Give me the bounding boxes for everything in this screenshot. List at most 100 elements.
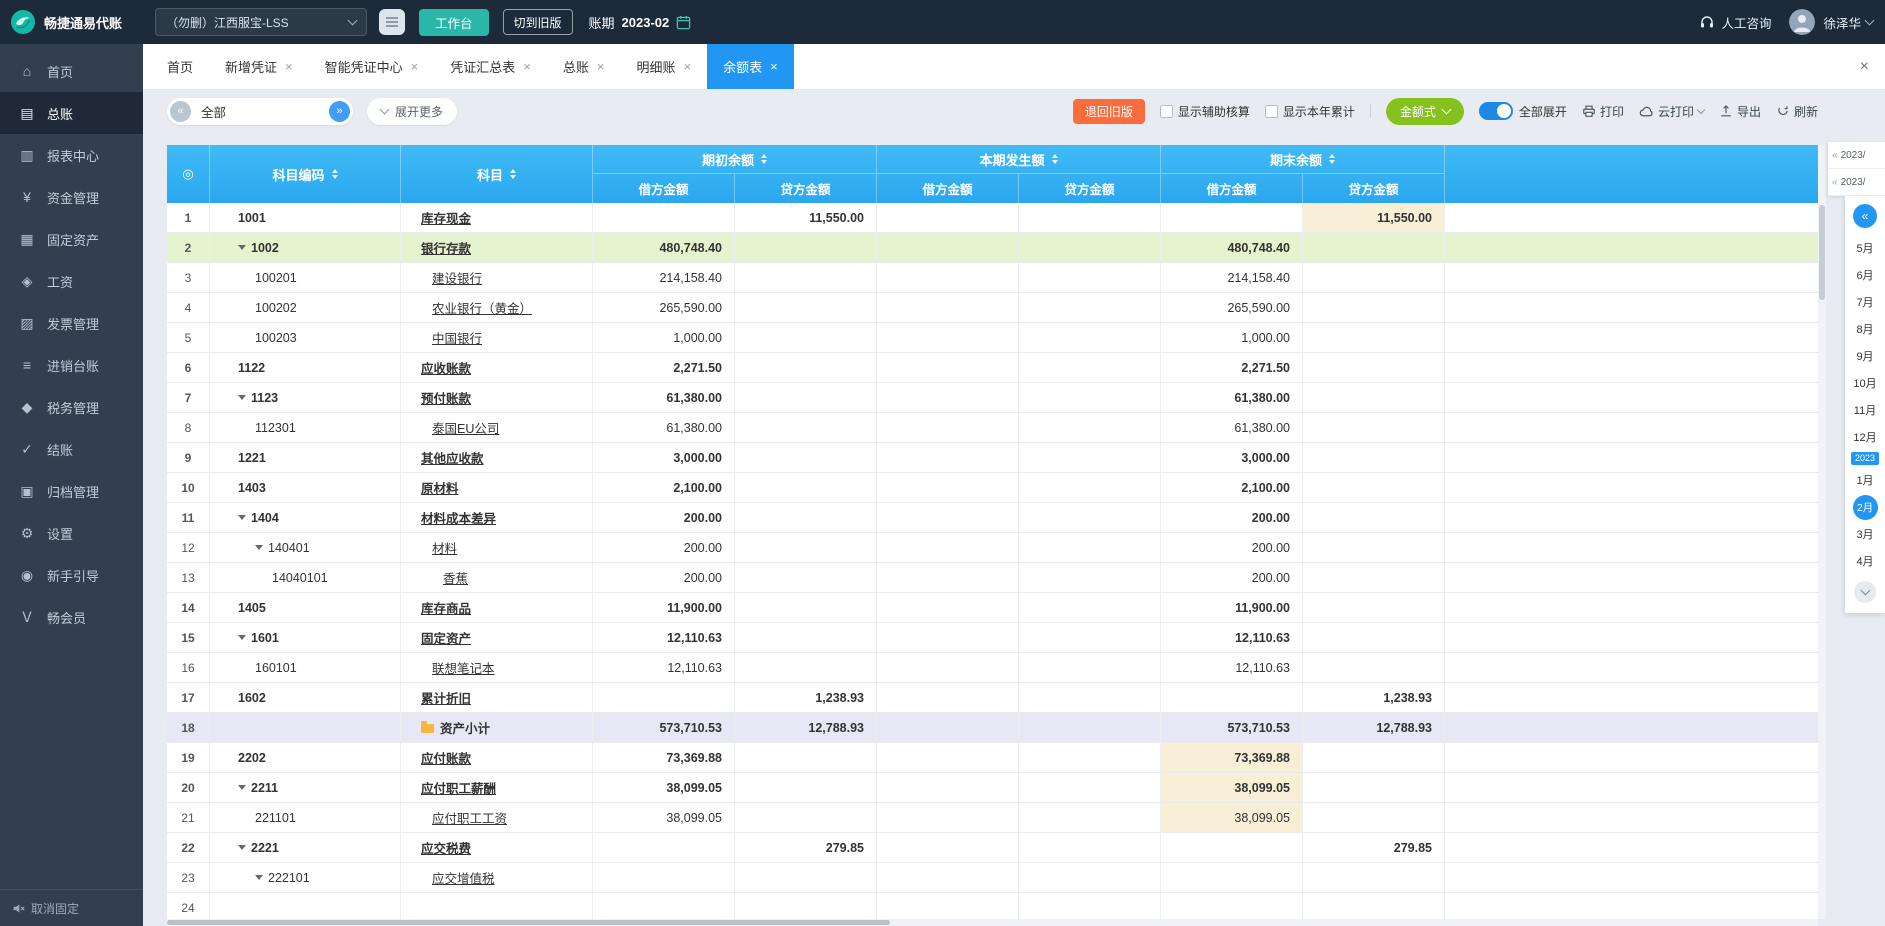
sidebar-item-发票管理[interactable]: ▨ 发票管理 xyxy=(0,302,143,344)
account-name-link[interactable]: 农业银行（黄金） xyxy=(432,302,533,316)
table-row[interactable]: 3 100201 建设银行 214,158.40 214,158.40 xyxy=(167,263,1818,293)
tab-close-icon[interactable]: × xyxy=(683,59,692,74)
tabbar-close-icon[interactable]: × xyxy=(1859,57,1869,75)
table-row[interactable]: 21 221101 应付职工工资 38,099.05 38,099.05 xyxy=(167,803,1818,833)
opening-credit-header[interactable]: 贷方金额 xyxy=(735,174,877,203)
table-row[interactable]: 4 100202 农业银行（黄金） 265,590.00 265,590.00 xyxy=(167,293,1818,323)
switch-old-version-button[interactable]: 切到旧版 xyxy=(502,9,573,35)
account-name-link[interactable]: 应收账款 xyxy=(421,362,472,376)
cloud-print-button[interactable]: 云打印 xyxy=(1639,103,1706,120)
sort-icon[interactable] xyxy=(761,154,767,164)
sidebar-item-进销台账[interactable]: ≡ 进销台账 xyxy=(0,344,143,386)
refresh-button[interactable]: 刷新 xyxy=(1776,103,1818,120)
expand-triangle-icon[interactable] xyxy=(238,395,246,400)
period-date-row[interactable]: «2023/ xyxy=(1828,169,1885,196)
sidebar-item-结账[interactable]: ✓ 结账 xyxy=(0,428,143,470)
account-name-link[interactable]: 银行存款 xyxy=(421,242,472,256)
current-debit-header[interactable]: 借方金额 xyxy=(877,174,1019,203)
tab-close-icon[interactable]: × xyxy=(410,59,419,74)
month-item-9月[interactable]: 9月 xyxy=(1845,342,1885,369)
opening-debit-header[interactable]: 借方金额 xyxy=(593,174,735,203)
account-name-link[interactable]: 固定资产 xyxy=(421,632,472,646)
table-row[interactable]: 23 222101 应交增值税 xyxy=(167,863,1818,893)
tab-智能凭证中心[interactable]: 智能凭证中心 × xyxy=(309,44,435,89)
export-button[interactable]: 导出 xyxy=(1719,103,1761,120)
toggle-switch[interactable] xyxy=(1478,102,1513,120)
back-to-old-button[interactable]: 退回旧版 xyxy=(1072,98,1145,124)
table-row[interactable]: 11 1404 材料成本差异 200.00 200.00 xyxy=(167,503,1818,533)
month-item-11月[interactable]: 11月 xyxy=(1845,396,1885,423)
table-row[interactable]: 5 100203 中国银行 1,000.00 1,000.00 xyxy=(167,323,1818,353)
amount-style-button[interactable]: 金额式 xyxy=(1385,97,1464,125)
show-aux-checkbox[interactable]: 显示辅助核算 xyxy=(1159,103,1250,120)
sort-icon[interactable] xyxy=(1051,154,1058,164)
account-name-link[interactable]: 应付职工薪酬 xyxy=(421,782,497,796)
sidebar-item-固定资产[interactable]: ▦ 固定资产 xyxy=(0,218,143,260)
month-item-2月[interactable]: 2月 xyxy=(1845,494,1885,521)
account-name-link[interactable]: 联想笔记本 xyxy=(432,662,495,676)
current-period-header[interactable]: 本期发生额 xyxy=(877,145,1161,174)
expand-triangle-icon[interactable] xyxy=(238,785,246,790)
sidebar-item-工资[interactable]: ◈ 工资 xyxy=(0,260,143,302)
expand-triangle-icon[interactable] xyxy=(238,845,246,850)
username[interactable]: 徐泽华 xyxy=(1823,16,1861,31)
month-item-3月[interactable]: 3月 xyxy=(1845,521,1885,548)
table-row[interactable]: 13 14040101 香蕉 200.00 200.00 xyxy=(167,563,1818,593)
expand-triangle-icon[interactable] xyxy=(238,515,246,520)
account-name-link[interactable]: 建设银行 xyxy=(432,272,483,286)
tab-凭证汇总表[interactable]: 凭证汇总表 × xyxy=(434,44,547,89)
month-item-1月[interactable]: 1月 xyxy=(1845,467,1885,494)
calendar-icon[interactable] xyxy=(676,15,691,30)
table-row[interactable]: 17 1602 累计折旧 1,238.93 1,238.93 xyxy=(167,683,1818,713)
account-filter[interactable]: « 全部 » xyxy=(167,97,353,125)
code-header[interactable]: 科目编码 xyxy=(210,145,401,203)
expand-triangle-icon[interactable] xyxy=(255,875,263,880)
table-row[interactable]: 20 2211 应付职工薪酬 38,099.05 38,099.05 xyxy=(167,773,1818,803)
workbench-button[interactable]: 工作台 xyxy=(419,8,489,36)
closing-credit-header[interactable]: 贷方金额 xyxy=(1303,174,1445,203)
sort-icon[interactable] xyxy=(510,169,516,179)
account-name-link[interactable]: 材料 xyxy=(432,542,458,556)
tab-close-icon[interactable]: × xyxy=(770,59,778,74)
account-name-link[interactable]: 库存商品 xyxy=(421,602,472,616)
avatar[interactable] xyxy=(1789,9,1816,35)
table-row[interactable]: 16 160101 联想笔记本 12,110.63 12,110.63 xyxy=(167,653,1818,683)
expand-triangle-icon[interactable] xyxy=(238,635,246,640)
account-name-link[interactable]: 原材料 xyxy=(421,482,459,496)
table-row[interactable]: 18 资产小计 573,710.53 12,788.93 573,710.53 12,78… xyxy=(167,713,1818,743)
row-number-header[interactable]: ◎ xyxy=(167,145,210,203)
tab-新增凭证[interactable]: 新增凭证 × xyxy=(209,44,309,89)
table-row[interactable]: 2 1002 银行存款 480,748.40 480,748.40 xyxy=(167,233,1818,263)
horizontal-scrollbar[interactable] xyxy=(167,919,1818,926)
sidebar-item-报表中心[interactable]: ▥ 报表中心 xyxy=(0,134,143,176)
tab-close-icon[interactable]: × xyxy=(523,59,531,74)
table-row[interactable]: 10 1403 原材料 2,100.00 2,100.00 xyxy=(167,473,1818,503)
closing-debit-header[interactable]: 借方金额 xyxy=(1161,174,1303,203)
table-row[interactable]: 8 112301 泰国EU公司 61,380.00 61,380.00 xyxy=(167,413,1818,443)
sidebar-item-资金管理[interactable]: ¥ 资金管理 xyxy=(0,176,143,218)
table-row[interactable]: 14 1405 库存商品 11,900.00 11,900.00 xyxy=(167,593,1818,623)
sidebar-item-畅会员[interactable]: Ｖ 畅会员 xyxy=(0,596,143,638)
expand-more-button[interactable]: 展开更多 xyxy=(367,97,458,125)
account-name-link[interactable]: 应付账款 xyxy=(421,752,472,766)
memo-icon-button[interactable] xyxy=(379,9,405,35)
sidebar-item-总账[interactable]: ▤ 总账 xyxy=(0,92,143,134)
subject-header[interactable]: 科目 xyxy=(401,145,593,203)
account-name-link[interactable]: 应交增值税 xyxy=(432,872,495,886)
show-ytd-checkbox[interactable]: 显示本年累计 xyxy=(1264,103,1355,120)
print-button[interactable]: 打印 xyxy=(1582,103,1624,120)
table-row[interactable]: 22 2221 应交税费 279.85 279.85 xyxy=(167,833,1818,863)
current-credit-header[interactable]: 贷方金额 xyxy=(1019,174,1161,203)
account-name-link[interactable]: 香蕉 xyxy=(443,572,469,586)
month-item-12月[interactable]: 12月 xyxy=(1845,423,1885,450)
unpin-button[interactable]: 取消固定 xyxy=(0,889,143,926)
vertical-scrollbar-thumb[interactable] xyxy=(1819,205,1825,300)
table-row[interactable]: 12 140401 材料 200.00 200.00 xyxy=(167,533,1818,563)
checkbox-box[interactable] xyxy=(1159,104,1173,118)
accounting-period[interactable]: 账期 2023-02 xyxy=(589,13,692,32)
table-row[interactable]: 6 1122 应收账款 2,271.50 2,271.50 xyxy=(167,353,1818,383)
horizontal-scrollbar-thumb[interactable] xyxy=(167,920,890,925)
account-name-link[interactable]: 预付账款 xyxy=(421,392,472,406)
tab-close-icon[interactable]: × xyxy=(596,59,605,74)
account-name-link[interactable]: 库存现金 xyxy=(421,212,472,226)
